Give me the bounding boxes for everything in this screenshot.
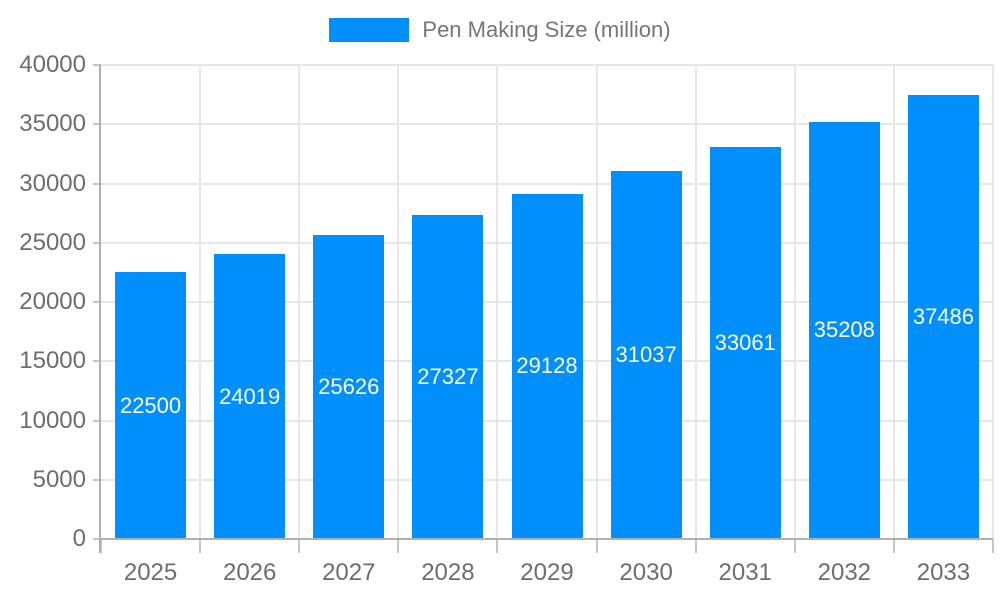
legend-row: Pen Making Size (million)	[0, 17, 1000, 43]
bar-value-label: 25626	[318, 374, 380, 400]
x-axis-label: 2029	[520, 559, 574, 586]
y-axis-line	[99, 65, 101, 553]
bar-value-label: 29128	[516, 353, 578, 379]
bar-value-label: 24019	[219, 383, 281, 409]
v-gridline	[793, 65, 796, 539]
h-gridline	[101, 64, 993, 66]
x-axis-label: 2028	[421, 559, 475, 586]
y-axis-tick	[93, 241, 101, 244]
bar-value-label: 22500	[119, 392, 182, 418]
v-gridline	[199, 65, 202, 539]
bar-value-label: 33061	[714, 330, 776, 356]
bar-2026[interactable]	[214, 254, 286, 539]
y-axis-tick	[93, 182, 101, 185]
y-axis-label: 25000	[19, 228, 86, 256]
bar-2030[interactable]	[610, 171, 682, 539]
bar-value-label: 37486	[912, 303, 975, 329]
x-axis-tick	[397, 539, 400, 553]
bar-2029[interactable]	[511, 193, 583, 539]
y-axis-label: 20000	[19, 288, 86, 315]
v-gridline	[892, 65, 895, 539]
bar-2028[interactable]	[412, 215, 484, 539]
v-gridline	[694, 65, 697, 539]
y-axis-tick	[93, 301, 101, 303]
v-gridline	[298, 65, 301, 539]
y-axis-label: 40000	[19, 51, 86, 78]
y-axis-tick	[93, 64, 101, 66]
x-axis-tick	[496, 539, 499, 553]
x-axis-tick	[793, 539, 796, 553]
y-axis-tick	[93, 478, 101, 481]
bar-value-label: 35208	[813, 317, 875, 343]
x-axis-line	[101, 538, 993, 540]
bar-2031[interactable]	[709, 147, 781, 539]
v-gridline	[595, 65, 598, 539]
h-gridline	[101, 182, 993, 185]
y-axis-label: 15000	[19, 347, 86, 375]
bar-value-label: 27327	[417, 364, 479, 390]
y-axis-label: 30000	[19, 169, 86, 197]
y-axis-tick	[93, 360, 101, 363]
y-axis-tick	[93, 123, 101, 126]
x-axis-label: 2027	[322, 559, 376, 586]
y-axis-tick	[93, 538, 101, 540]
x-axis-label: 2033	[916, 559, 971, 586]
h-gridline	[101, 123, 993, 126]
legend-item[interactable]: Pen Making Size (million)	[329, 17, 671, 43]
x-axis-label: 2025	[123, 559, 178, 586]
v-gridline	[992, 65, 994, 539]
x-axis-tick	[694, 539, 697, 553]
x-axis-label: 2026	[222, 559, 277, 586]
y-axis-label: 35000	[19, 110, 86, 138]
y-axis-tick	[93, 419, 101, 422]
y-axis-label: 10000	[19, 406, 86, 434]
v-gridline	[397, 65, 400, 539]
x-axis-tick	[992, 539, 994, 553]
bar-2033[interactable]	[907, 94, 979, 539]
x-axis-tick	[892, 539, 895, 553]
y-axis-label: 0	[72, 525, 86, 552]
x-axis-label: 2030	[619, 559, 673, 586]
x-axis-label: 2032	[817, 559, 872, 586]
y-axis-label: 5000	[32, 465, 86, 493]
bar-2032[interactable]	[808, 121, 880, 539]
legend-label: Pen Making Size (million)	[422, 17, 671, 42]
x-axis-tick	[100, 539, 102, 553]
x-axis-tick	[595, 539, 598, 553]
bar-2025[interactable]	[115, 272, 187, 539]
x-axis-label: 2031	[718, 559, 772, 586]
v-gridline	[496, 65, 499, 539]
x-axis-tick	[199, 539, 202, 553]
legend-swatch	[329, 18, 410, 42]
bar-2027[interactable]	[313, 235, 385, 539]
bar-value-label: 31037	[615, 342, 677, 368]
x-axis-tick	[298, 539, 301, 553]
